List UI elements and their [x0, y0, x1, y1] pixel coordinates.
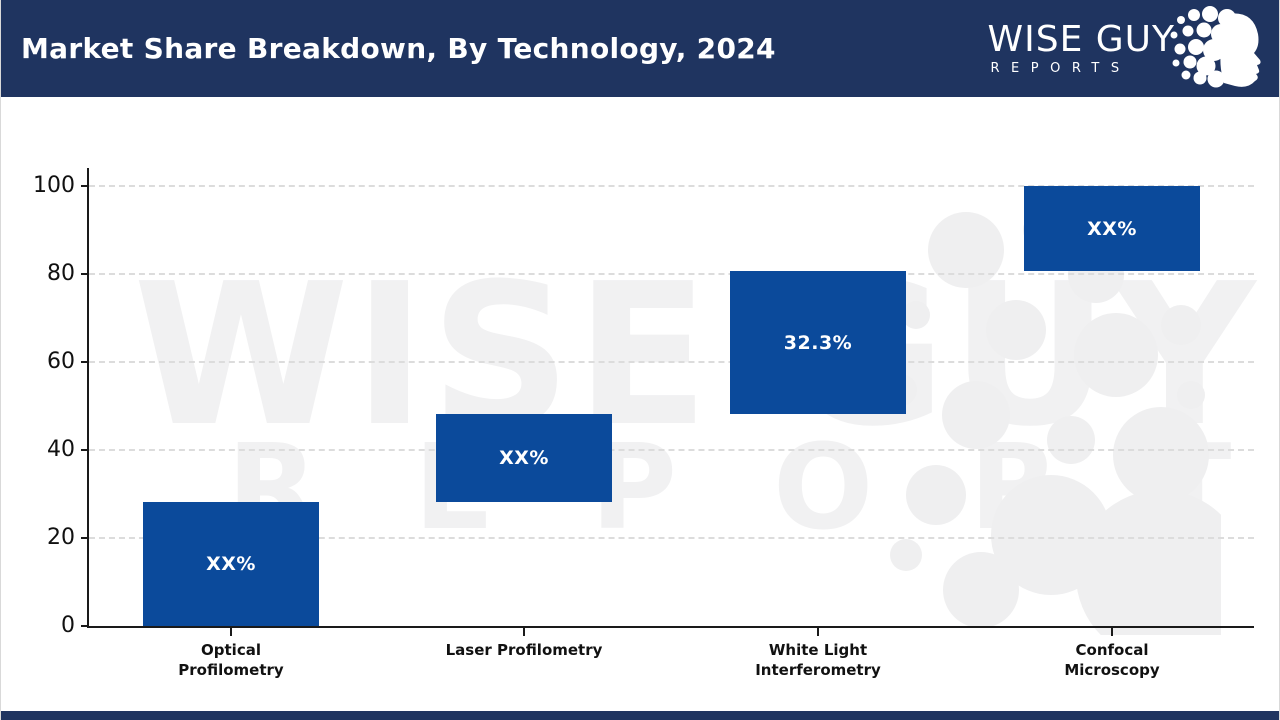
x-tick-mark	[1111, 628, 1113, 636]
footer-bar	[1, 711, 1279, 720]
category-label-line: Profilometry	[178, 661, 284, 679]
gridline	[89, 272, 1254, 275]
y-axis-line	[87, 168, 89, 628]
y-tick-label: 0	[61, 613, 75, 638]
bar-value-label: XX%	[499, 446, 549, 469]
category-label-line: Laser Profilometry	[445, 641, 603, 659]
x-tick-mark	[817, 628, 819, 636]
category-label: White Light Interferometry	[688, 640, 948, 680]
x-axis-line	[87, 626, 1254, 628]
y-tick-label: 60	[47, 348, 75, 374]
category-label-line: White Light	[768, 641, 868, 659]
bar: XX%	[143, 501, 319, 626]
page-title: Market Share Breakdown, By Technology, 2…	[21, 32, 776, 65]
y-tick-mark	[81, 536, 89, 539]
y-tick-mark	[81, 448, 89, 451]
bar: XX%	[1024, 185, 1200, 272]
gridline	[89, 360, 1254, 363]
y-tick-mark	[81, 625, 89, 627]
logo-text: WISE GUY REPORTS	[987, 18, 1176, 76]
logo-wordmark: WISE GUY	[987, 18, 1175, 60]
x-tick-mark	[523, 628, 525, 636]
header: Market Share Breakdown, By Technology, 2…	[1, 0, 1279, 97]
logo-head-icon	[1170, 5, 1261, 87]
bar-value-label: 32.3%	[783, 331, 853, 354]
bar-value-label: XX%	[1087, 217, 1137, 240]
logo-subtitle: REPORTS	[990, 60, 1131, 76]
category-label: Optical Profilometry	[101, 640, 361, 680]
bar-value-label: XX%	[206, 552, 256, 575]
category-label: Laser Profilometry	[394, 640, 654, 660]
category-label-line: Microscopy	[1064, 661, 1160, 679]
y-tick-label: 20	[47, 524, 75, 550]
y-tick-mark	[81, 360, 89, 363]
category-label-line: Interferometry	[755, 661, 881, 679]
logo: WISE GUY REPORTS	[987, 5, 1280, 92]
y-tick-label: 80	[47, 260, 75, 286]
gridline	[89, 184, 1254, 187]
bar: 32.3%	[730, 271, 906, 414]
bar: XX%	[436, 413, 612, 502]
y-tick-mark	[81, 184, 89, 187]
x-tick-mark	[230, 628, 232, 636]
gridline	[89, 536, 1254, 539]
gridline	[89, 448, 1254, 451]
y-tick-mark	[81, 272, 89, 275]
category-label-line: Optical	[201, 641, 261, 659]
category-label-line: Confocal	[1075, 641, 1149, 659]
y-tick-label: 100	[33, 172, 75, 198]
y-tick-label: 40	[47, 436, 75, 462]
category-label: Confocal Microscopy	[982, 640, 1242, 680]
